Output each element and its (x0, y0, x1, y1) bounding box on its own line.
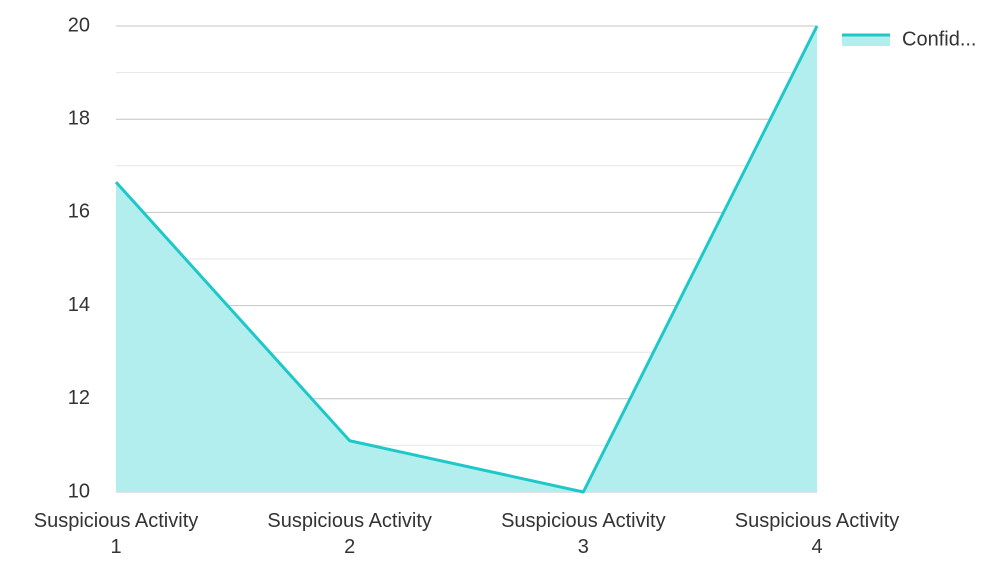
x-tick-label: Suspicious Activity 3 (501, 510, 666, 558)
y-tick-label: 14 (68, 294, 90, 316)
x-tick-label: Suspicious Activity 4 (734, 510, 900, 558)
area-line (114, 25, 819, 494)
y-tick-label: 20 (68, 14, 90, 36)
x-tick-label: Suspicious Activity 2 (267, 510, 432, 558)
legend-swatch (842, 34, 890, 46)
y-tick-label: 16 (68, 201, 90, 223)
y-tick-label: 10 (68, 480, 90, 502)
y-tick-label: 18 (68, 107, 90, 129)
y-tick-label: 12 (68, 387, 90, 409)
x-tick-label: Suspicious Activity 1 (33, 510, 199, 558)
legend-label: Confid... (902, 28, 976, 50)
